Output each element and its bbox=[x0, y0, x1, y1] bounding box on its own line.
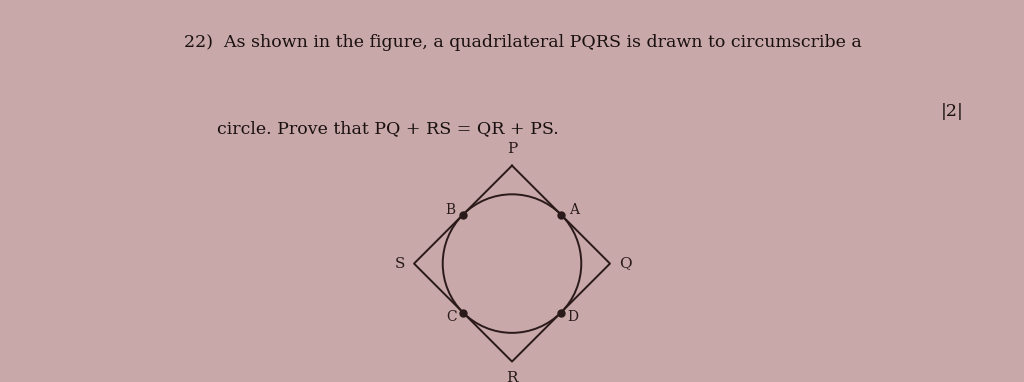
Text: D: D bbox=[567, 310, 579, 324]
Text: S: S bbox=[394, 257, 404, 270]
Text: P: P bbox=[507, 142, 517, 157]
Text: B: B bbox=[444, 203, 455, 217]
Text: circle. Prove that PQ + RS = QR + PS.: circle. Prove that PQ + RS = QR + PS. bbox=[184, 120, 559, 138]
Text: Q: Q bbox=[620, 257, 632, 270]
Text: C: C bbox=[445, 310, 457, 324]
Text: |2|: |2| bbox=[941, 103, 964, 120]
Text: 22)  As shown in the figure, a quadrilateral PQRS is drawn to circumscribe a: 22) As shown in the figure, a quadrilate… bbox=[184, 34, 862, 52]
Text: A: A bbox=[569, 203, 579, 217]
Text: R: R bbox=[506, 371, 518, 382]
